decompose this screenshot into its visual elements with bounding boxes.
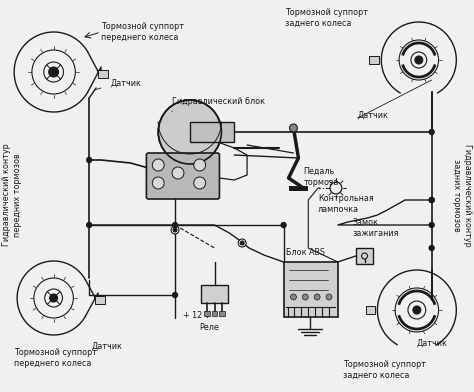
Text: Педаль
тормоза: Педаль тормоза xyxy=(303,167,339,187)
Bar xyxy=(190,122,234,142)
Circle shape xyxy=(87,223,91,227)
Circle shape xyxy=(87,158,91,163)
Circle shape xyxy=(302,294,308,300)
Text: Гидравлический контур
задних тормозов: Гидравлический контур задних тормозов xyxy=(452,143,472,247)
Circle shape xyxy=(194,159,206,171)
Circle shape xyxy=(281,223,286,227)
Bar xyxy=(289,186,308,191)
Circle shape xyxy=(194,177,206,189)
Bar xyxy=(219,311,225,316)
Circle shape xyxy=(158,100,221,164)
Circle shape xyxy=(290,124,297,132)
Circle shape xyxy=(429,223,434,227)
Text: Блок ABS: Блок ABS xyxy=(285,248,325,257)
Bar xyxy=(283,262,338,317)
Text: Датчик: Датчик xyxy=(91,342,122,351)
Text: Датчик: Датчик xyxy=(111,78,142,87)
Circle shape xyxy=(50,294,57,302)
Circle shape xyxy=(238,239,246,247)
Text: Гидравлический контур
передних тормозов: Гидравлический контур передних тормозов xyxy=(2,143,22,247)
Circle shape xyxy=(173,228,177,232)
Circle shape xyxy=(152,159,164,171)
Circle shape xyxy=(429,198,434,203)
Circle shape xyxy=(152,177,164,189)
Text: Замок
зажигания: Замок зажигания xyxy=(353,218,399,238)
Bar xyxy=(356,248,374,264)
Circle shape xyxy=(172,167,184,179)
Circle shape xyxy=(413,306,421,314)
Text: Датчик: Датчик xyxy=(357,111,389,120)
Bar xyxy=(204,311,210,316)
Circle shape xyxy=(171,226,179,234)
FancyBboxPatch shape xyxy=(146,153,219,199)
Circle shape xyxy=(173,292,177,298)
Circle shape xyxy=(326,294,332,300)
Circle shape xyxy=(429,198,434,203)
Circle shape xyxy=(415,56,423,64)
Text: Контрольная
лампочка: Контрольная лампочка xyxy=(318,194,374,214)
Circle shape xyxy=(291,294,296,300)
Circle shape xyxy=(429,129,434,134)
Circle shape xyxy=(314,294,320,300)
Bar xyxy=(98,70,108,78)
Bar xyxy=(201,285,228,303)
Text: Датчик: Датчик xyxy=(417,339,448,348)
Bar xyxy=(369,56,379,64)
Bar xyxy=(95,296,105,304)
Text: Гидравлический блок: Гидравлический блок xyxy=(172,97,265,106)
Text: Тормозной суппорт
переднего колеса: Тормозной суппорт переднего колеса xyxy=(101,22,184,42)
Text: Тормозной суппорт
переднего колеса: Тормозной суппорт переднего колеса xyxy=(14,348,97,368)
Circle shape xyxy=(240,241,244,245)
Text: + 12 V: + 12 V xyxy=(183,310,210,319)
Bar xyxy=(365,306,375,314)
Bar xyxy=(211,311,218,316)
Text: Реле: Реле xyxy=(200,323,219,332)
Circle shape xyxy=(173,223,177,227)
Circle shape xyxy=(49,67,59,77)
Text: Тормозной суппорт
заднего колеса: Тормозной суппорт заднего колеса xyxy=(284,8,368,28)
Text: Тормозной суппорт
заднего колеса: Тормозной суппорт заднего колеса xyxy=(343,360,426,380)
Circle shape xyxy=(429,245,434,250)
